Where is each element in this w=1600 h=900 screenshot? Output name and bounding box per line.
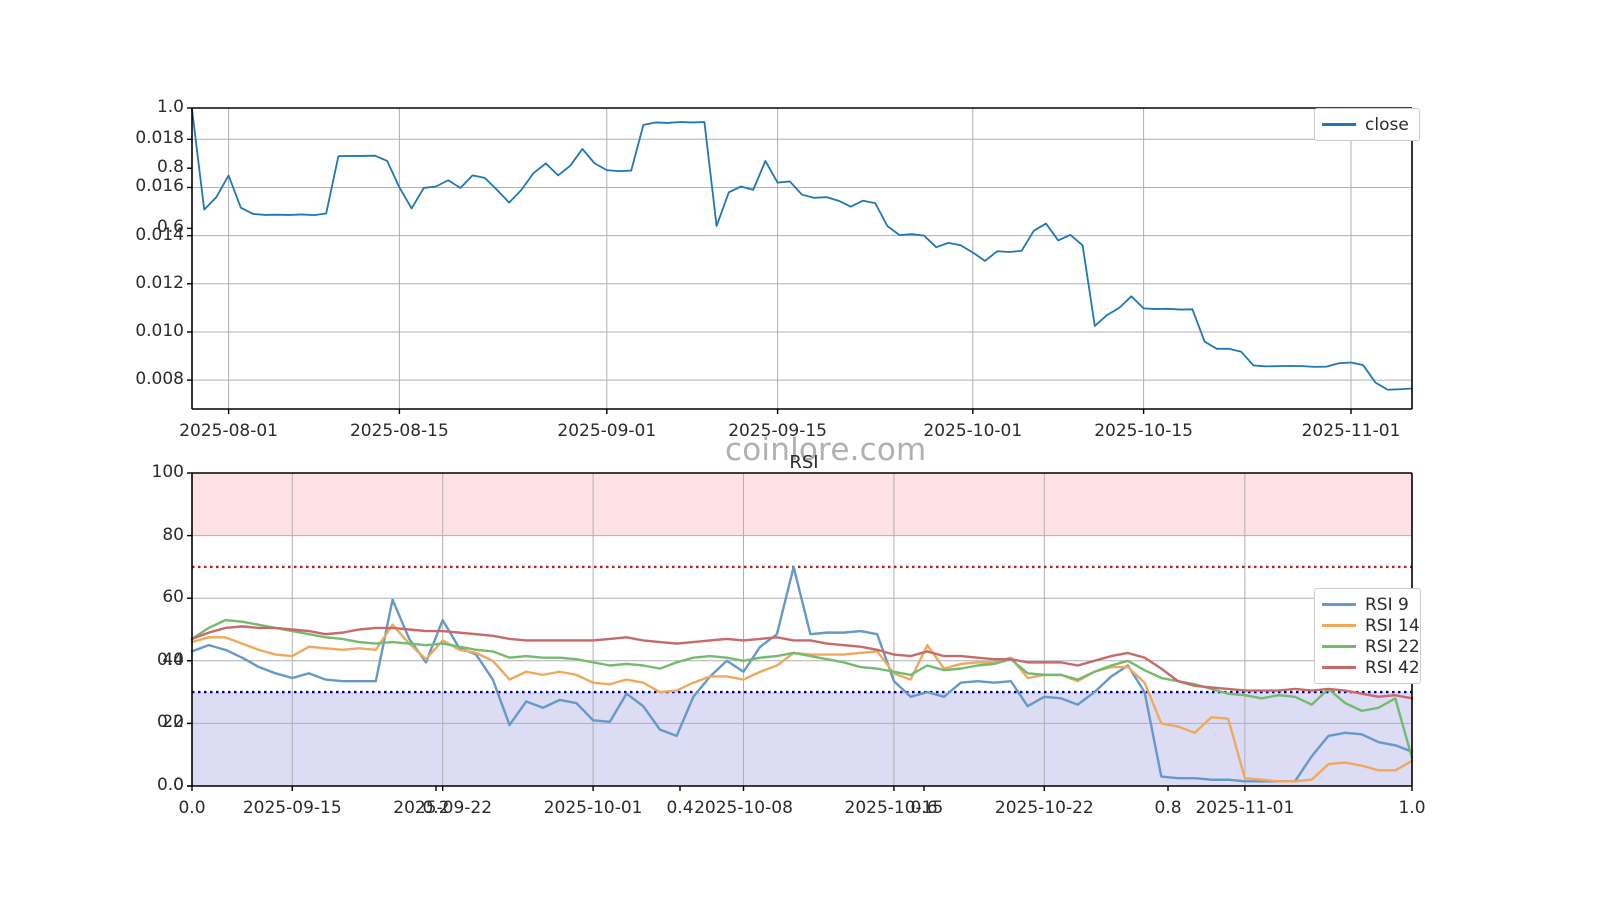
legend-line-swatch-rsi-14 [1322,624,1356,627]
legend-line-swatch-rsi-9 [1322,603,1356,606]
legend-line-swatch-close [1322,123,1356,126]
rsi-x-twin-tick-1.0: 1.0 [1398,798,1426,818]
rsi-panel-title: RSI [789,452,819,473]
rsi-x-tick-2025-10-01: 2025-10-01 [543,798,643,818]
rsi-x-twin-tick-0.4: 0.4 [666,798,694,818]
rsi-legend-item-rsi-22[interactable]: RSI 22 [1322,636,1420,657]
rsi-y-tick-20: 20 [162,712,184,733]
price-y-twin-tick-1.0: 1.0 [156,97,184,117]
rsi-y-twin-tick-0.0: 0.0 [156,775,184,795]
price-legend[interactable]: close [1314,108,1420,141]
rsi-legend-label: RSI 14 [1365,615,1420,636]
rsi-x-tick-2025-09-22: 2025-09-22 [393,798,493,818]
rsi-y-tick-0: 0 [173,775,184,795]
rsi-x-tick-2025-10-08: 2025-10-08 [694,798,793,818]
rsi-x-tick-2025-11-01: 2025-11-01 [1195,798,1295,818]
rsi-y-tick-80: 80 [162,524,184,545]
price-y-tick-0.008: 0.008 [135,369,184,390]
rsi-y-twin-tick-0.2: 0.2 [156,712,184,733]
price-y-twin-tick-0.6: 0.6 [156,217,184,238]
rsi-legend-item-rsi-14[interactable]: RSI 14 [1322,615,1420,636]
rsi-legend-label: RSI 9 [1365,594,1409,615]
rsi-y-tick-60: 60 [162,587,184,608]
price-x-tick-2025-08-01: 2025-08-01 [179,421,278,441]
price-y-tick-0.012: 0.012 [135,272,184,293]
rsi-legend[interactable]: RSI 9 RSI 14 RSI 22 RSI 42 [1314,588,1421,684]
rsi-x-tick-2025-10-15: 2025-10-15 [844,798,944,818]
rsi-y-twin-tick-0.4: 0.4 [156,649,184,670]
rsi-x-twin-tick-0.8: 0.8 [1154,798,1182,818]
price-legend-label: close [1365,114,1409,135]
rsi-legend-label: RSI 22 [1365,636,1420,657]
rsi-x-twin-tick-0.0: 0.0 [178,798,206,818]
price-y-tick-0.010: 0.010 [135,320,184,341]
rsi-y-tick-100: 100 [151,462,184,482]
rsi-x-twin-tick-0.2: 0.2 [422,798,450,818]
watermark-coinlore: coinlore.com [725,432,927,468]
rsi-legend-item-rsi-9[interactable]: RSI 9 [1322,594,1412,615]
rsi-x-tick-2025-09-15: 2025-09-15 [242,798,342,818]
price-x-tick-2025-11-01: 2025-11-01 [1301,421,1401,441]
price-x-tick-2025-09-01: 2025-09-01 [557,421,657,441]
price-y-tick-0.014: 0.014 [135,224,184,245]
price-x-tick-2025-08-15: 2025-08-15 [349,421,449,441]
legend-line-swatch-rsi-42 [1322,666,1356,669]
rsi-x-tick-2025-10-22: 2025-10-22 [994,798,1094,818]
price-x-tick-2025-09-15: 2025-09-15 [728,421,827,441]
rsi-legend-item-rsi-42[interactable]: RSI 42 [1322,657,1420,678]
price-y-twin-tick-0.8: 0.8 [156,157,184,178]
rsi-y-tick-40: 40 [162,649,184,670]
price-x-tick-2025-10-01: 2025-10-01 [923,421,1023,441]
price-legend-item-close[interactable]: close [1322,114,1411,135]
price-x-tick-2025-10-15: 2025-10-15 [1094,421,1193,441]
rsi-legend-label: RSI 42 [1365,657,1420,678]
legend-line-swatch-rsi-22 [1322,645,1356,648]
price-y-tick-0.018: 0.018 [135,128,184,149]
rsi-x-twin-tick-0.6: 0.6 [910,798,938,818]
price-y-tick-0.016: 0.016 [135,176,184,197]
